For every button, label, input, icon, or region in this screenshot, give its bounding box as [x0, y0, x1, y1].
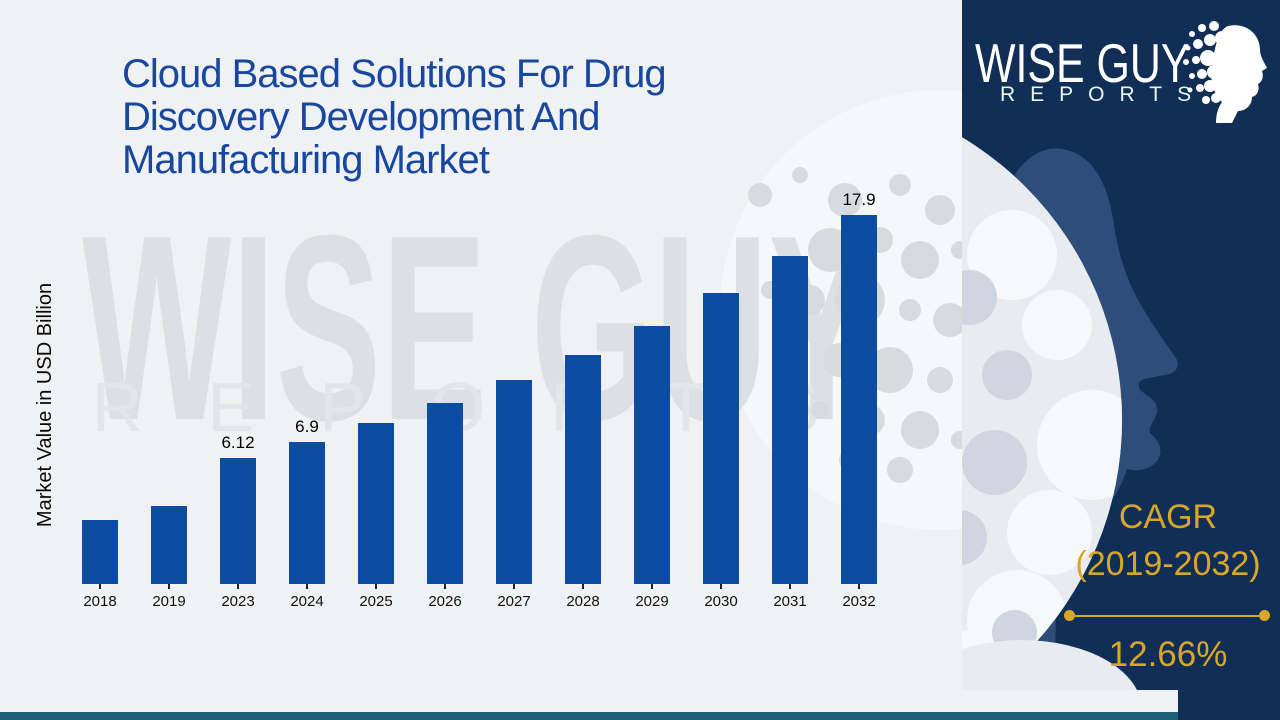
- bar-value-label: 6.9: [295, 417, 319, 436]
- bar: [289, 442, 325, 584]
- x-tick-label: 2019: [152, 593, 186, 610]
- bar: [634, 326, 670, 584]
- bar: [82, 520, 118, 584]
- bar: [151, 506, 187, 584]
- x-tick: [789, 584, 791, 589]
- bar-value-label: 17.9: [842, 190, 876, 209]
- bottom-accent-bar: [0, 712, 962, 720]
- x-tick-label: 2018: [83, 593, 117, 610]
- brand-panel: WISE GUY REPORTS CAGR: [962, 0, 1280, 720]
- x-tick-label: 2030: [704, 593, 738, 610]
- x-tick-label: 2023: [221, 593, 255, 610]
- x-tick: [858, 584, 860, 589]
- brand-subtitle: REPORTS: [1000, 83, 1207, 106]
- x-tick: [306, 584, 308, 589]
- divider-dot-right: [1259, 610, 1270, 621]
- x-tick: [99, 584, 101, 589]
- bar: [496, 380, 532, 584]
- x-tick: [237, 584, 239, 589]
- divider-line: [1075, 614, 1259, 617]
- page-title: Cloud Based Solutions For Drug Discovery…: [122, 51, 667, 183]
- x-tick-label: 2025: [359, 593, 393, 610]
- cagr-divider: [1064, 610, 1270, 621]
- bar: [220, 458, 256, 584]
- panel-teal-band: [962, 712, 1178, 720]
- x-tick: [444, 584, 446, 589]
- bar-value-label: 6.12: [221, 433, 255, 452]
- panel-gray-band: [962, 690, 1178, 712]
- x-tick-label: 2031: [773, 593, 807, 610]
- cagr-range: (2019-2032): [1075, 545, 1261, 583]
- bar: [772, 256, 808, 584]
- x-tick: [168, 584, 170, 589]
- x-tick-label: 2028: [566, 593, 600, 610]
- x-tick: [720, 584, 722, 589]
- bar: [358, 423, 394, 584]
- cagr-block: CAGR (2019-2032) 12.66%: [1062, 498, 1274, 675]
- divider-dot-left: [1064, 610, 1075, 621]
- x-tick: [513, 584, 515, 589]
- bar: [427, 403, 463, 584]
- bar: [565, 355, 601, 584]
- x-tick-label: 2029: [635, 593, 669, 610]
- x-tick-label: 2032: [842, 593, 876, 610]
- x-tick: [651, 584, 653, 589]
- x-tick-label: 2024: [290, 593, 324, 610]
- bar: [841, 215, 877, 584]
- x-tick: [582, 584, 584, 589]
- y-axis-label: Market Value in USD Billion: [34, 282, 56, 528]
- x-tick-label: 2027: [497, 593, 531, 610]
- cagr-heading: CAGR: [1118, 498, 1218, 536]
- brand-head-icon: [1183, 21, 1267, 124]
- watermark-brand-text: WISE GUY: [82, 180, 875, 475]
- brand-name: WISE GUY: [975, 32, 1190, 94]
- x-tick-label: 2026: [428, 593, 462, 610]
- bar: [703, 293, 739, 584]
- cagr-value: 12.66%: [1108, 635, 1228, 674]
- x-tick: [375, 584, 377, 589]
- brand-logo: WISE GUY REPORTS: [962, 0, 1280, 140]
